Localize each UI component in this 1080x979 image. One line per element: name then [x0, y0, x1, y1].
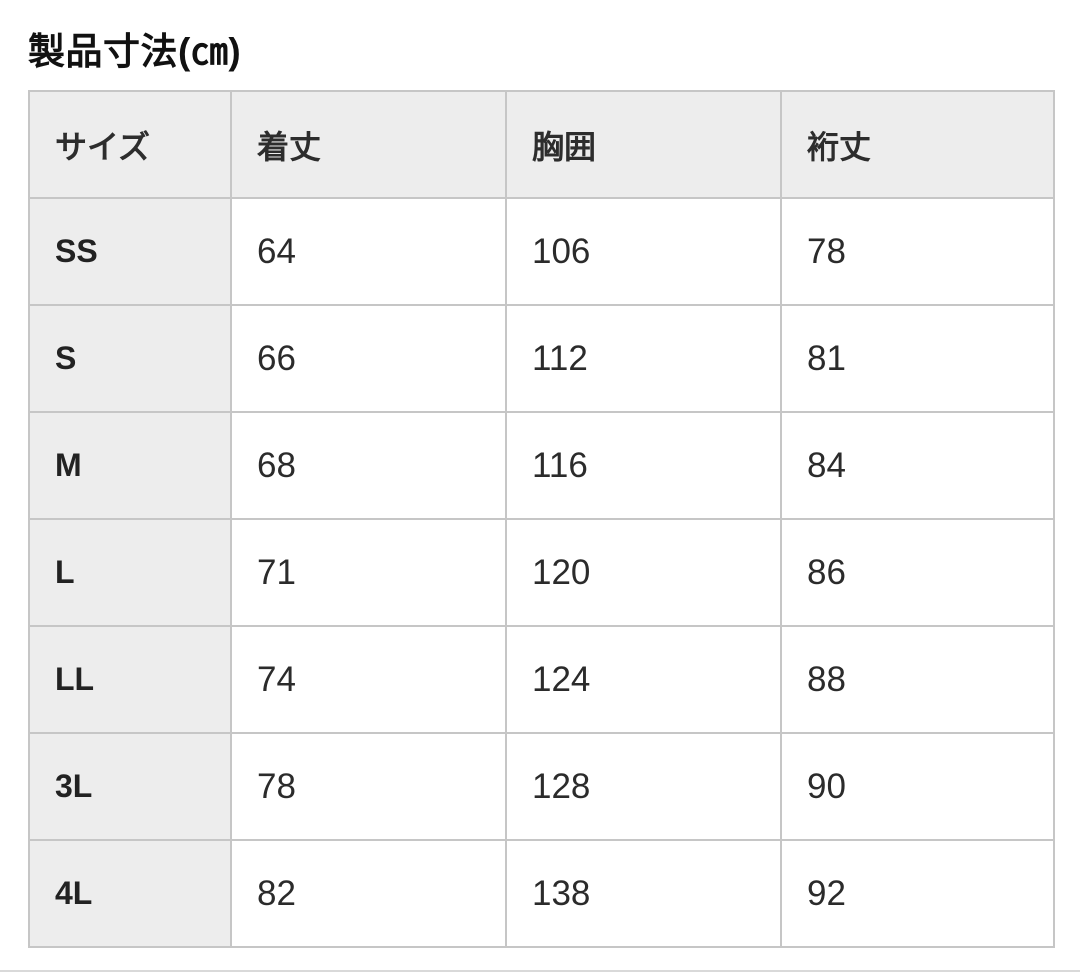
- table-row: M 68 116 84: [28, 411, 1055, 521]
- measurement-value-cell: 88: [780, 625, 1055, 735]
- measurement-value-cell: 82: [230, 839, 507, 949]
- measurement-value-cell: 84: [780, 411, 1055, 521]
- table-row: 3L 78 128 90: [28, 732, 1055, 842]
- size-label-cell: 4L: [28, 839, 232, 949]
- size-label-cell: SS: [28, 197, 232, 307]
- size-table-header-row: サイズ 着丈 胸囲 裄丈: [28, 90, 1055, 200]
- size-table: サイズ 着丈 胸囲 裄丈 SS 64 106 78 S 66 112 81 M 68 116 84 L 71 12…: [28, 90, 1055, 949]
- measurement-value-cell: 112: [505, 304, 782, 414]
- measurement-value-cell: 92: [780, 839, 1055, 949]
- table-row: L 71 120 86: [28, 518, 1055, 628]
- table-row: S 66 112 81: [28, 304, 1055, 414]
- measurement-value-cell: 71: [230, 518, 507, 628]
- size-label-cell: M: [28, 411, 232, 521]
- measurement-value-cell: 81: [780, 304, 1055, 414]
- measurement-value-cell: 116: [505, 411, 782, 521]
- column-header-sleeve: 裄丈: [780, 90, 1055, 200]
- column-header-size: サイズ: [28, 90, 232, 200]
- measurement-value-cell: 128: [505, 732, 782, 842]
- measurement-value-cell: 68: [230, 411, 507, 521]
- measurement-value-cell: 86: [780, 518, 1055, 628]
- measurement-value-cell: 90: [780, 732, 1055, 842]
- table-row: SS 64 106 78: [28, 197, 1055, 307]
- measurement-value-cell: 64: [230, 197, 507, 307]
- page-title: 製品寸法(㎝): [28, 31, 242, 72]
- column-header-chest: 胸囲: [505, 90, 782, 200]
- measurement-value-cell: 120: [505, 518, 782, 628]
- size-label-cell: S: [28, 304, 232, 414]
- column-header-length: 着丈: [230, 90, 507, 200]
- measurement-value-cell: 78: [780, 197, 1055, 307]
- size-label-cell: 3L: [28, 732, 232, 842]
- measurement-value-cell: 138: [505, 839, 782, 949]
- measurement-value-cell: 78: [230, 732, 507, 842]
- size-label-cell: LL: [28, 625, 232, 735]
- table-row: 4L 82 138 92: [28, 839, 1055, 949]
- measurement-value-cell: 74: [230, 625, 507, 735]
- measurement-value-cell: 66: [230, 304, 507, 414]
- bottom-divider: [0, 970, 1080, 972]
- measurement-value-cell: 106: [505, 197, 782, 307]
- measurement-value-cell: 124: [505, 625, 782, 735]
- size-label-cell: L: [28, 518, 232, 628]
- table-row: LL 74 124 88: [28, 625, 1055, 735]
